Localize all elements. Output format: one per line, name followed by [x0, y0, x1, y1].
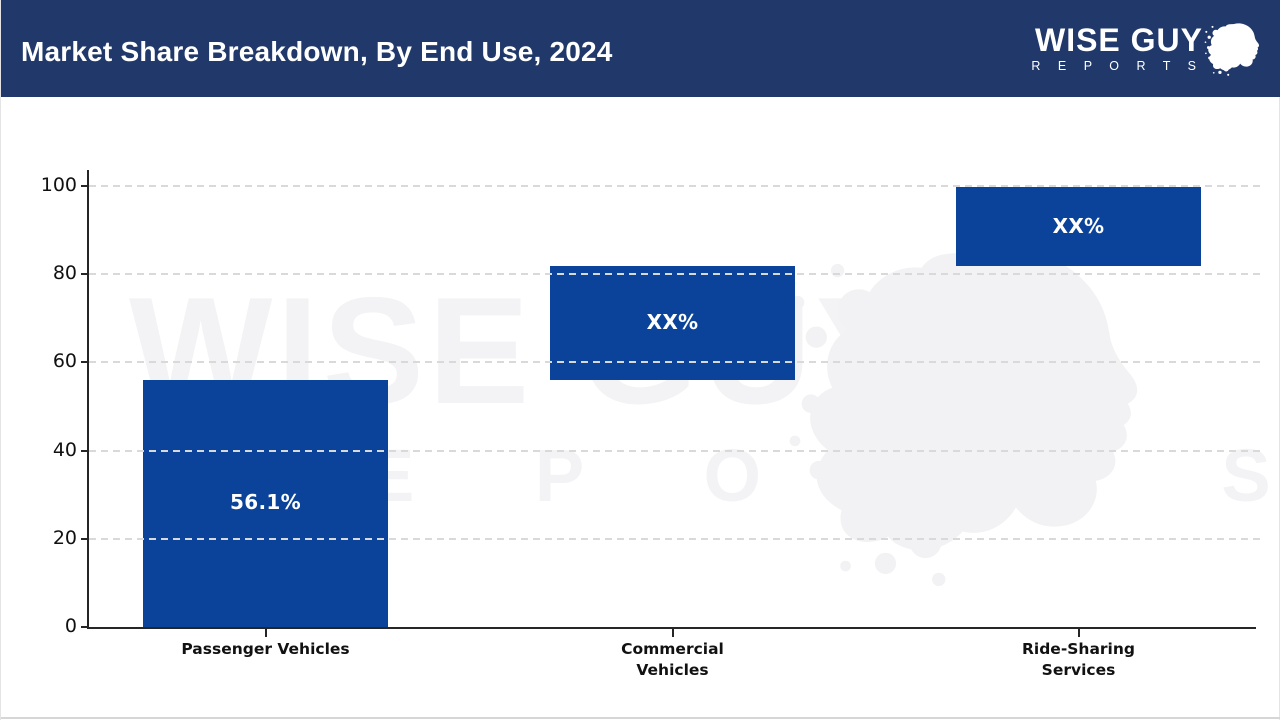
y-tick-0 — [81, 626, 88, 628]
y-tick-60 — [81, 361, 88, 364]
header-banner: Market Share Breakdown, By End Use, 2024… — [1, 0, 1280, 97]
x-category-label-1: Commercial Vehicles — [523, 639, 823, 681]
x-category-label-2: Ride-Sharing Services — [929, 639, 1229, 681]
logo-reports-text: R E P O R T S — [1031, 59, 1203, 73]
x-category-label-line: Services — [1041, 661, 1116, 679]
bar-value-label-2: XX% — [1052, 213, 1105, 238]
bar-segment-1 — [550, 266, 795, 380]
x-tick-1 — [671, 629, 674, 637]
figure-bottom-border — [1, 717, 1280, 719]
gridline-40 — [89, 449, 1261, 452]
x-category-label-line: Passenger Vehicles — [181, 640, 350, 658]
wiseguy-head-icon — [1204, 23, 1260, 76]
y-tick-label-80: 80 — [52, 262, 77, 285]
y-axis-line — [87, 170, 89, 628]
y-tick-label-20: 20 — [52, 526, 77, 549]
y-tick-80 — [81, 273, 88, 276]
gridline-80 — [89, 273, 1261, 276]
chart-title: Market Share Breakdown, By End Use, 2024 — [21, 36, 613, 67]
x-category-label-line: Commercial — [621, 640, 724, 658]
logo-wiseguy-text: WISE GUY — [1034, 22, 1203, 58]
y-tick-20 — [81, 537, 88, 540]
y-tick-label-60: 60 — [52, 350, 77, 373]
gridline-100 — [89, 185, 1261, 187]
gridline-20 — [89, 537, 1261, 540]
x-category-label-line: Vehicles — [636, 661, 709, 679]
wiseguy-logo: WISE GUY R E P O R T S — [1015, 6, 1265, 92]
logo-text: WISE GUY R E P O R T S — [1031, 24, 1203, 73]
y-tick-100 — [81, 185, 88, 187]
x-tick-0 — [264, 629, 267, 637]
y-tick-label-40: 40 — [52, 438, 77, 461]
bar-value-label-0: 56.1% — [230, 490, 301, 515]
bar-segment-0 — [143, 379, 388, 627]
y-tick-40 — [81, 449, 88, 452]
x-tick-2 — [1077, 629, 1080, 637]
bar-value-label-1: XX% — [646, 309, 699, 334]
logo-head — [1203, 12, 1265, 90]
x-category-label-line: Ride-Sharing — [1021, 640, 1136, 658]
x-axis-line — [87, 627, 1256, 629]
x-category-label-0: Passenger Vehicles — [116, 639, 416, 660]
gridline-60 — [89, 361, 1261, 364]
y-tick-label-100: 100 — [40, 174, 77, 196]
y-tick-label-0: 0 — [64, 615, 77, 637]
